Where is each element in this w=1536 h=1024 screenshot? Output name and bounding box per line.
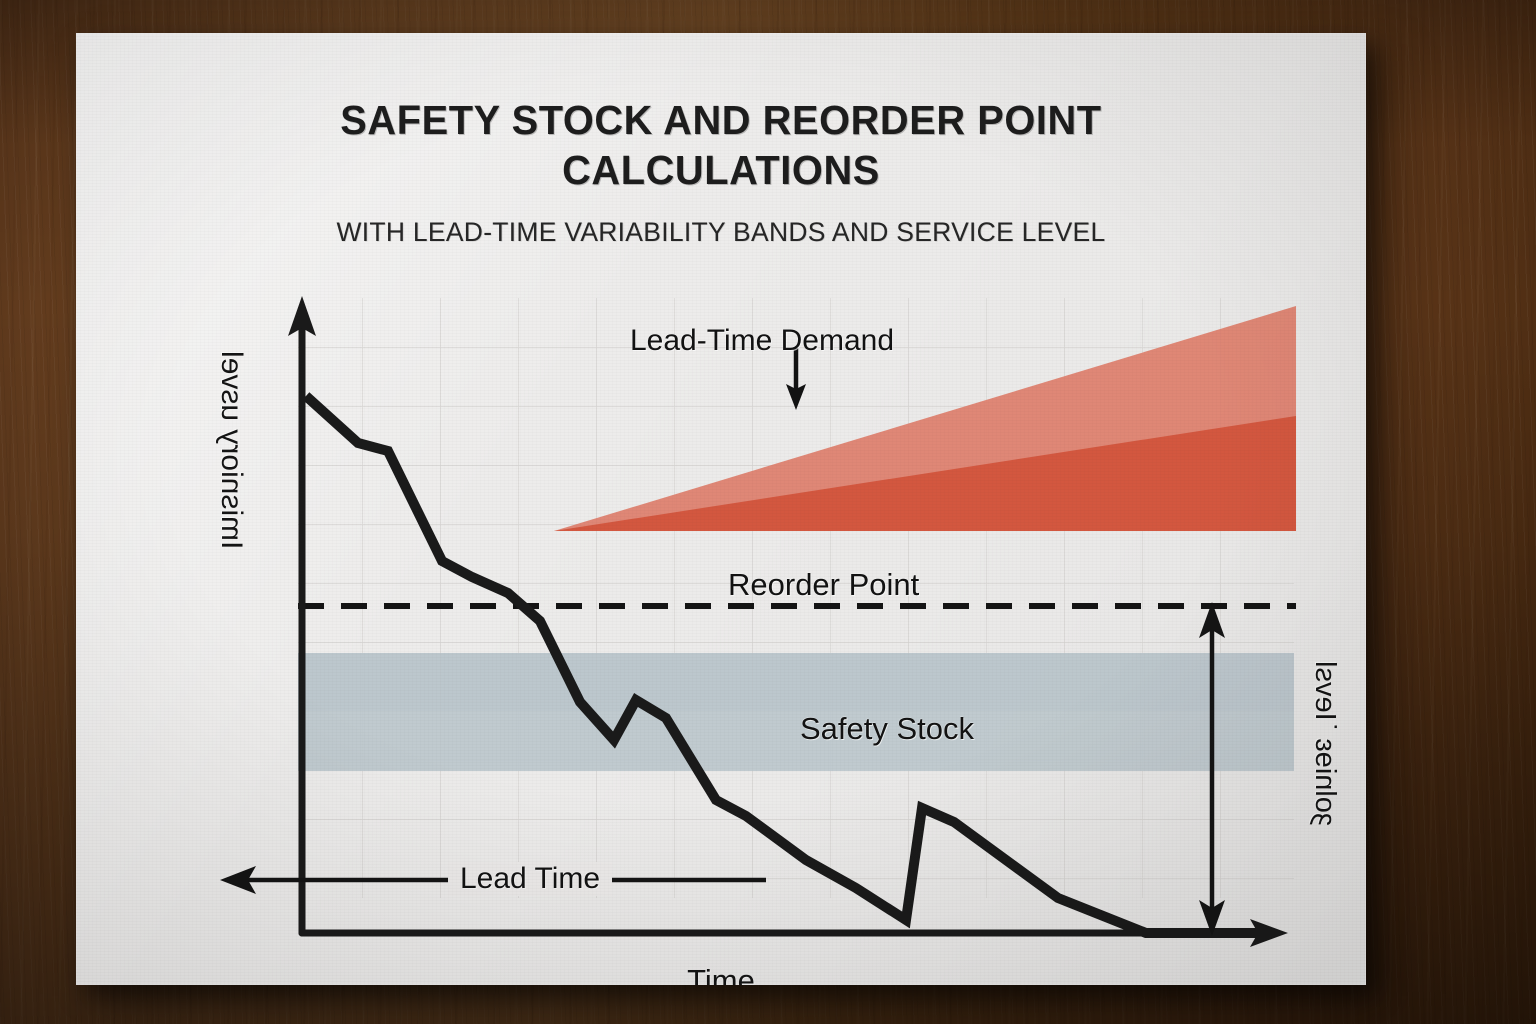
safety-stock-label: Safety Stock [800, 711, 975, 746]
chart-canvas: Lead-Time Demand Reorder Point Safety St… [206, 288, 1296, 948]
poster-title-block: SAFETY STOCK AND REORDER POINT CALCULATI… [76, 95, 1366, 248]
lead-time-left-arrow-icon [220, 866, 256, 894]
safety-stock-band-highlight [298, 653, 1294, 711]
service-level-up-arrow-icon [1199, 602, 1225, 638]
lead-time-demand-inner-band [554, 416, 1296, 531]
service-level-measure [1199, 602, 1225, 936]
x-axis-arrow-icon [1250, 919, 1288, 947]
x-axis-title: Time [687, 963, 755, 985]
reorder-point-label: Reorder Point [728, 567, 920, 602]
chart-svg [220, 296, 1296, 947]
page-title-line-2: CALCULATIONS [562, 147, 880, 194]
safety-stock-band [298, 653, 1294, 771]
inventory-level-line [302, 392, 1266, 938]
page-title-line-1: SAFETY STOCK AND REORDER POINT [340, 97, 1102, 143]
printed-poster-sheet: SAFETY STOCK AND REORDER POINT CALCULATI… [76, 33, 1366, 985]
y-axis-arrow-icon [288, 296, 316, 336]
y-axis-title: Imisniory usvel [215, 351, 248, 550]
lead-time-demand-label: Lead-Time Demand [630, 324, 895, 357]
lead-time-demand-bands [554, 306, 1296, 531]
page-subtitle: WITH LEAD-TIME VARIABILITY BANDS AND SER… [336, 217, 1106, 248]
service-level-title: ȝolniɘɛ ˙Ievsl [1309, 661, 1341, 826]
lead-time-label: Lead Time [448, 862, 613, 896]
lead-time-demand-pointer-arrow [786, 348, 806, 410]
service-level-down-arrow-icon [1199, 900, 1225, 936]
